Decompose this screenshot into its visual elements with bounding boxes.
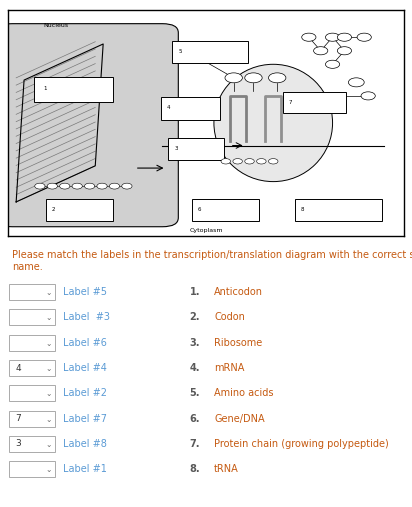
FancyBboxPatch shape <box>9 284 55 300</box>
Text: 6: 6 <box>198 207 201 212</box>
Circle shape <box>97 183 107 189</box>
Circle shape <box>47 183 57 189</box>
Text: 2.: 2. <box>190 312 200 322</box>
Text: Please match the labels in the transcription/translation diagram with the correc: Please match the labels in the transcrip… <box>12 250 412 272</box>
Circle shape <box>72 183 82 189</box>
Text: Ribosome: Ribosome <box>214 338 262 348</box>
FancyBboxPatch shape <box>283 92 346 113</box>
FancyBboxPatch shape <box>172 41 248 63</box>
FancyBboxPatch shape <box>169 137 224 160</box>
Text: 1.: 1. <box>190 287 200 297</box>
Circle shape <box>337 47 351 55</box>
Text: 3: 3 <box>174 147 178 152</box>
Circle shape <box>221 159 231 164</box>
Text: mRNA: mRNA <box>214 363 245 373</box>
Text: Nucleus: Nucleus <box>43 23 68 28</box>
Circle shape <box>245 73 262 83</box>
Text: Label #2: Label #2 <box>63 388 107 399</box>
Circle shape <box>122 183 132 189</box>
FancyBboxPatch shape <box>161 97 220 120</box>
Text: Label #6: Label #6 <box>63 338 106 348</box>
FancyBboxPatch shape <box>34 77 113 101</box>
Text: 6.: 6. <box>190 414 200 424</box>
Circle shape <box>314 47 328 55</box>
Text: 8.: 8. <box>190 464 200 475</box>
Text: Gene/DNA: Gene/DNA <box>214 414 265 424</box>
Text: 5.: 5. <box>190 388 200 399</box>
Text: ⌄: ⌄ <box>45 313 52 322</box>
Text: ⌄: ⌄ <box>45 389 52 399</box>
Circle shape <box>357 33 371 41</box>
Text: 1: 1 <box>44 86 47 91</box>
Circle shape <box>337 33 351 41</box>
Text: Amino acids: Amino acids <box>214 388 274 399</box>
FancyBboxPatch shape <box>9 411 55 427</box>
Text: Label #1: Label #1 <box>63 464 106 475</box>
Circle shape <box>225 73 242 83</box>
Circle shape <box>325 60 339 68</box>
Text: 8: 8 <box>301 207 304 212</box>
Ellipse shape <box>214 64 332 182</box>
Circle shape <box>269 73 286 83</box>
Circle shape <box>325 33 339 41</box>
FancyBboxPatch shape <box>0 24 178 227</box>
Circle shape <box>245 159 254 164</box>
Circle shape <box>269 159 278 164</box>
FancyBboxPatch shape <box>295 199 382 221</box>
Text: 4.: 4. <box>190 363 200 373</box>
Text: Label #8: Label #8 <box>63 439 106 449</box>
Text: 7: 7 <box>289 100 293 105</box>
Circle shape <box>349 78 364 87</box>
Text: ⌄: ⌄ <box>45 465 52 475</box>
Text: Cytoplasm: Cytoplasm <box>189 229 223 234</box>
Text: Codon: Codon <box>214 312 245 322</box>
Circle shape <box>361 92 375 100</box>
FancyBboxPatch shape <box>9 461 55 478</box>
FancyBboxPatch shape <box>9 335 55 351</box>
Text: ⌄: ⌄ <box>45 415 52 424</box>
Circle shape <box>35 183 45 189</box>
Text: ⌄: ⌄ <box>45 364 52 373</box>
Text: Label #4: Label #4 <box>63 363 106 373</box>
Circle shape <box>257 159 266 164</box>
Text: Protein chain (growing polypeptide): Protein chain (growing polypeptide) <box>214 439 389 449</box>
Circle shape <box>84 183 95 189</box>
Text: tRNA: tRNA <box>214 464 239 475</box>
Text: Label #7: Label #7 <box>63 414 107 424</box>
Circle shape <box>60 183 70 189</box>
Text: 7: 7 <box>15 414 21 423</box>
FancyBboxPatch shape <box>192 199 260 221</box>
FancyBboxPatch shape <box>9 309 55 325</box>
Text: Anticodon: Anticodon <box>214 287 263 297</box>
FancyBboxPatch shape <box>9 436 55 452</box>
FancyBboxPatch shape <box>46 199 113 221</box>
Text: 3: 3 <box>15 440 21 449</box>
Circle shape <box>109 183 119 189</box>
FancyBboxPatch shape <box>9 385 55 402</box>
Text: ⌄: ⌄ <box>45 440 52 449</box>
Text: 7.: 7. <box>190 439 200 449</box>
Text: 5: 5 <box>178 49 182 54</box>
Text: 4: 4 <box>166 105 170 110</box>
FancyBboxPatch shape <box>9 360 55 376</box>
Text: 2: 2 <box>52 207 55 212</box>
Text: Label  #3: Label #3 <box>63 312 110 322</box>
Text: 3.: 3. <box>190 338 200 348</box>
Text: 4: 4 <box>15 364 21 373</box>
Circle shape <box>302 33 316 41</box>
Text: ⌄: ⌄ <box>45 288 52 297</box>
Circle shape <box>233 159 242 164</box>
Text: ⌄: ⌄ <box>45 339 52 348</box>
Text: Label #5: Label #5 <box>63 287 107 297</box>
